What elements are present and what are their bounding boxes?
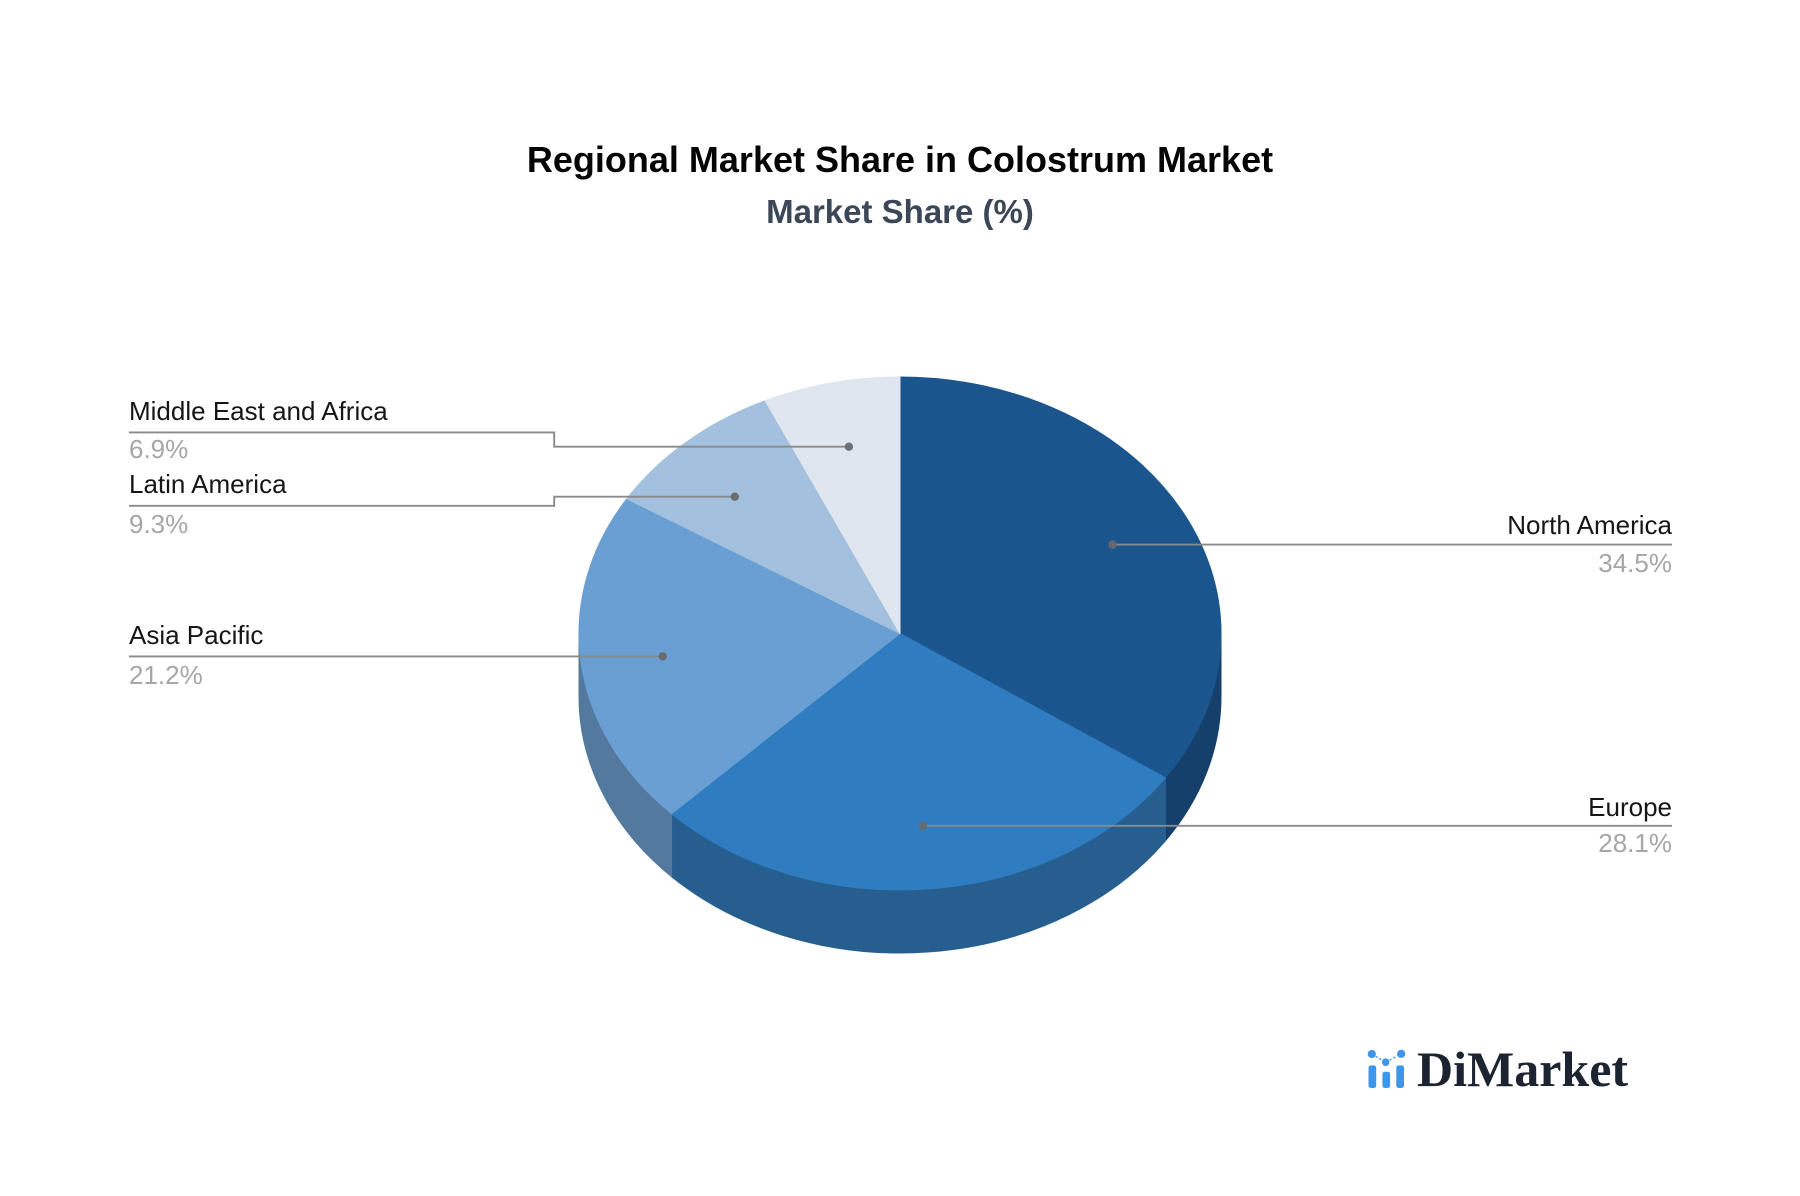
svg-text:28.1%: 28.1% (1598, 828, 1672, 858)
svg-text:Asia Pacific: Asia Pacific (129, 620, 263, 650)
svg-text:DiMarket: DiMarket (1417, 1041, 1628, 1097)
svg-text:North America: North America (1507, 510, 1672, 540)
svg-text:Middle East and Africa: Middle East and Africa (129, 396, 388, 426)
svg-text:21.2%: 21.2% (129, 660, 203, 690)
svg-text:Regional Market Share in Colos: Regional Market Share in Colostrum Marke… (527, 139, 1273, 180)
svg-text:34.5%: 34.5% (1598, 548, 1672, 578)
svg-text:9.3%: 9.3% (129, 509, 188, 539)
svg-text:Latin America: Latin America (129, 469, 287, 499)
svg-text:Market Share (%): Market Share (%) (766, 193, 1034, 230)
svg-text:Europe: Europe (1588, 792, 1672, 822)
svg-text:6.9%: 6.9% (129, 434, 188, 464)
